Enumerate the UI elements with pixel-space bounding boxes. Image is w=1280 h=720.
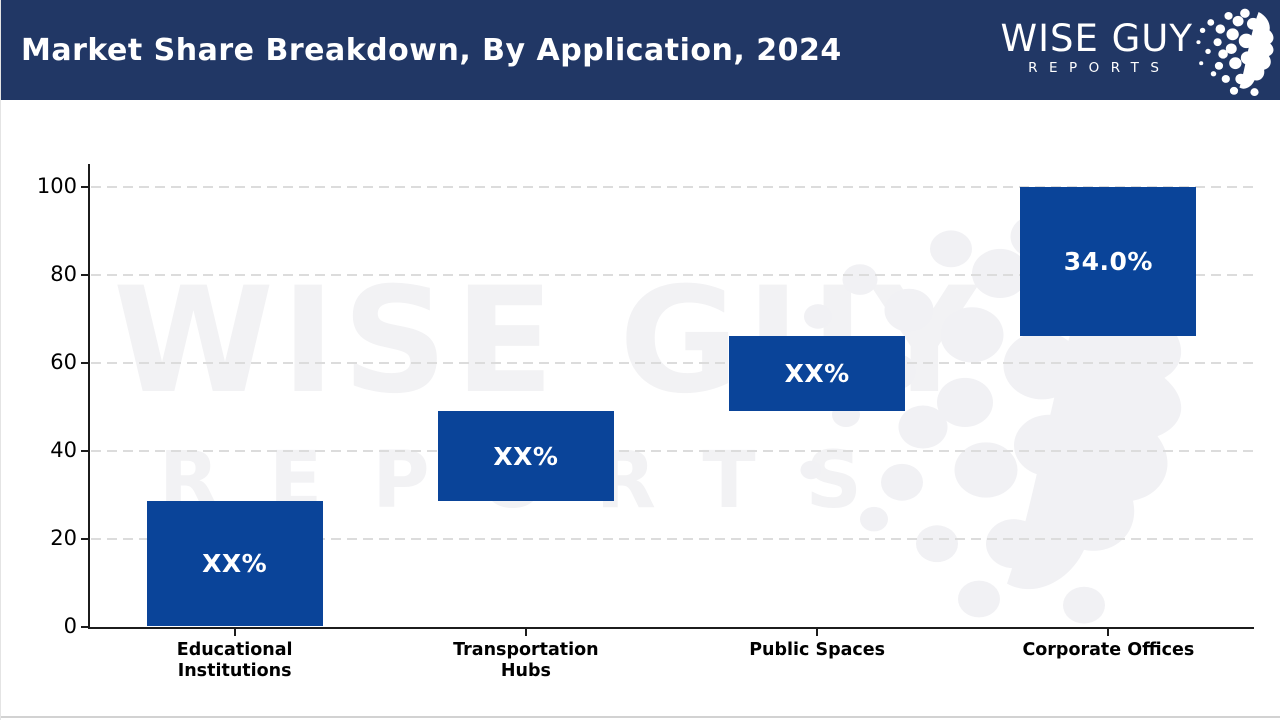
- bottom-divider: [1, 716, 1280, 718]
- bar: XX%: [437, 411, 614, 502]
- y-tick-mark: [81, 449, 89, 452]
- logo-wordmark: WISE GUY REPORTS: [1000, 17, 1193, 76]
- grid-line: [91, 361, 1254, 364]
- x-tick-mark: [1107, 628, 1110, 636]
- chart-body: WISE GUY REPORTS 020406080100XX%Educatio…: [1, 100, 1280, 720]
- y-tick-label: 20: [50, 525, 77, 550]
- y-tick-mark: [81, 537, 89, 540]
- y-axis-spine: [88, 164, 90, 629]
- x-tick-label-line: Educational: [176, 639, 293, 660]
- x-tick-mark: [233, 628, 236, 636]
- bar-value-label: XX%: [784, 359, 850, 389]
- x-tick-label: Corporate Offices: [988, 640, 1228, 661]
- grid-line: [91, 449, 1254, 452]
- logo-wordmark-line1: WISE GUY: [1000, 17, 1193, 60]
- bar-value-label: 34.0%: [1063, 247, 1153, 277]
- page-title: Market Share Breakdown, By Application, …: [21, 33, 842, 68]
- y-tick-mark: [81, 186, 89, 188]
- header-bar: Market Share Breakdown, By Application, …: [1, 0, 1280, 100]
- x-tick-label: Transportation Hubs: [406, 640, 646, 682]
- grid-line: [91, 186, 1254, 188]
- x-tick-label-line: Hubs: [500, 660, 551, 681]
- y-tick-label: 60: [50, 349, 77, 374]
- wiseguy-logo: WISE GUY REPORTS: [1001, 4, 1271, 98]
- x-tick-label-line: Transportation: [453, 639, 599, 660]
- bar-value-label: XX%: [202, 549, 268, 579]
- bar: XX%: [146, 501, 323, 627]
- bar: XX%: [729, 336, 906, 412]
- x-tick-label: Public Spaces: [697, 640, 937, 661]
- grid-line: [91, 537, 1254, 540]
- y-tick-label: 40: [50, 437, 77, 462]
- x-tick-mark: [524, 628, 527, 636]
- y-tick-mark: [81, 273, 89, 276]
- wiseguy-face-icon: [1193, 8, 1275, 100]
- logo-wordmark-line2: REPORTS: [1028, 59, 1171, 76]
- y-tick-label: 0: [63, 613, 77, 638]
- x-tick-label-line: Public Spaces: [749, 639, 886, 660]
- y-tick-mark: [81, 625, 89, 628]
- bar-value-label: XX%: [493, 441, 559, 471]
- bar: 34.0%: [1020, 187, 1197, 337]
- x-tick-label-line: Institutions: [177, 660, 292, 681]
- x-tick-label: Educational Institutions: [115, 640, 355, 682]
- grid-line: [91, 273, 1254, 276]
- y-tick-label: 80: [50, 261, 77, 286]
- x-tick-mark: [816, 628, 819, 636]
- y-tick-mark: [81, 361, 89, 364]
- x-axis-spine: [88, 626, 1254, 629]
- y-tick-label: 100: [36, 174, 77, 198]
- x-tick-label-line: Corporate Offices: [1022, 639, 1195, 660]
